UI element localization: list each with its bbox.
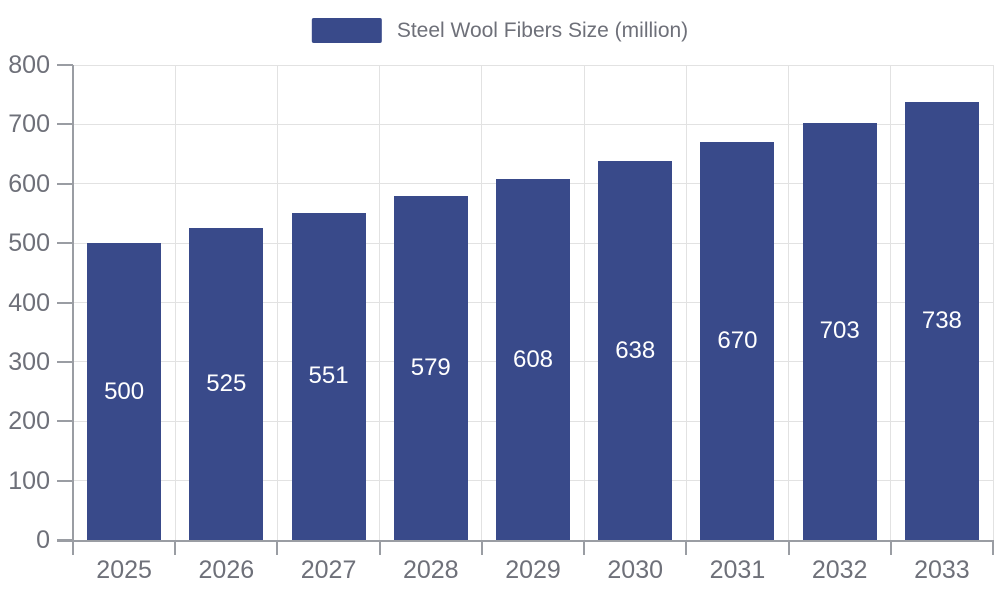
bar-value-label: 551 bbox=[308, 362, 349, 390]
x-gridline bbox=[481, 65, 483, 540]
x-axis-tick bbox=[685, 540, 688, 555]
x-axis-tick bbox=[787, 540, 790, 555]
x-tick-label: 2030 bbox=[607, 556, 664, 584]
y-gridline bbox=[73, 64, 993, 66]
y-axis-tick bbox=[57, 182, 73, 185]
x-tick-label: 2026 bbox=[198, 556, 255, 584]
legend-label: Steel Wool Fibers Size (million) bbox=[396, 18, 689, 42]
y-axis-tick bbox=[57, 479, 73, 482]
x-axis-tick bbox=[276, 540, 279, 555]
bar-value-label: 738 bbox=[921, 306, 962, 334]
x-tick-label: 2031 bbox=[709, 556, 766, 584]
x-tick-label: 2033 bbox=[914, 556, 970, 584]
y-tick-label: 700 bbox=[8, 110, 50, 139]
bar: 500 bbox=[87, 243, 162, 540]
y-axis-tick bbox=[57, 64, 73, 66]
x-gridline bbox=[992, 65, 994, 540]
x-gridline bbox=[890, 65, 892, 540]
x-tick-label: 2025 bbox=[96, 556, 152, 584]
y-tick-label: 500 bbox=[8, 229, 50, 258]
y-tick-label: 600 bbox=[8, 169, 50, 198]
bar-value-label: 638 bbox=[615, 336, 656, 364]
x-axis-tick bbox=[72, 540, 74, 555]
y-axis-line bbox=[72, 65, 74, 542]
x-axis-tick bbox=[992, 540, 994, 555]
bar-value-label: 670 bbox=[717, 327, 758, 355]
y-gridline bbox=[73, 123, 993, 125]
x-axis-tick bbox=[889, 540, 892, 555]
y-axis-tick bbox=[57, 242, 73, 245]
x-tick-label: 2027 bbox=[300, 556, 357, 584]
x-axis-tick bbox=[174, 540, 177, 555]
bar-value-label: 500 bbox=[104, 377, 145, 405]
bar: 738 bbox=[904, 101, 979, 540]
y-tick-label: 0 bbox=[36, 526, 50, 554]
bar-value-label: 703 bbox=[819, 317, 860, 345]
bar-value-label: 525 bbox=[206, 370, 247, 398]
bar: 670 bbox=[700, 142, 775, 540]
y-axis-tick bbox=[57, 420, 73, 423]
bar: 608 bbox=[496, 179, 570, 540]
y-axis-tick bbox=[57, 123, 73, 126]
x-gridline bbox=[276, 65, 278, 540]
y-axis-tick bbox=[57, 301, 73, 304]
y-tick-label: 100 bbox=[8, 466, 50, 495]
x-axis-tick bbox=[480, 540, 483, 555]
bar: 525 bbox=[189, 228, 264, 540]
bar-value-label: 579 bbox=[410, 354, 451, 382]
x-axis-line bbox=[57, 540, 993, 542]
legend[interactable]: Steel Wool Fibers Size (million) bbox=[311, 18, 689, 43]
x-gridline bbox=[174, 65, 176, 540]
x-tick-label: 2029 bbox=[505, 556, 561, 584]
legend-swatch bbox=[311, 18, 382, 43]
y-axis-tick bbox=[57, 539, 73, 541]
plot-area: 500 525 551 579 608 638 670 703 738 bbox=[73, 64, 994, 540]
bar: 579 bbox=[393, 196, 468, 540]
x-gridline bbox=[788, 65, 790, 540]
bar: 551 bbox=[291, 212, 366, 540]
bar: 703 bbox=[802, 122, 877, 540]
y-tick-label: 400 bbox=[8, 288, 50, 317]
x-gridline bbox=[685, 65, 687, 540]
bar-value-label: 608 bbox=[512, 345, 554, 373]
x-axis-tick bbox=[378, 540, 381, 555]
x-gridline bbox=[379, 65, 381, 540]
x-axis-tick bbox=[583, 540, 586, 555]
x-tick-label: 2028 bbox=[402, 556, 459, 584]
bar: 638 bbox=[598, 161, 673, 540]
x-tick-label: 2032 bbox=[811, 556, 868, 584]
x-gridline bbox=[583, 65, 585, 540]
y-tick-label: 200 bbox=[8, 407, 50, 436]
y-tick-label: 300 bbox=[8, 347, 50, 376]
y-axis-tick bbox=[57, 360, 73, 363]
y-tick-label: 800 bbox=[8, 51, 50, 79]
